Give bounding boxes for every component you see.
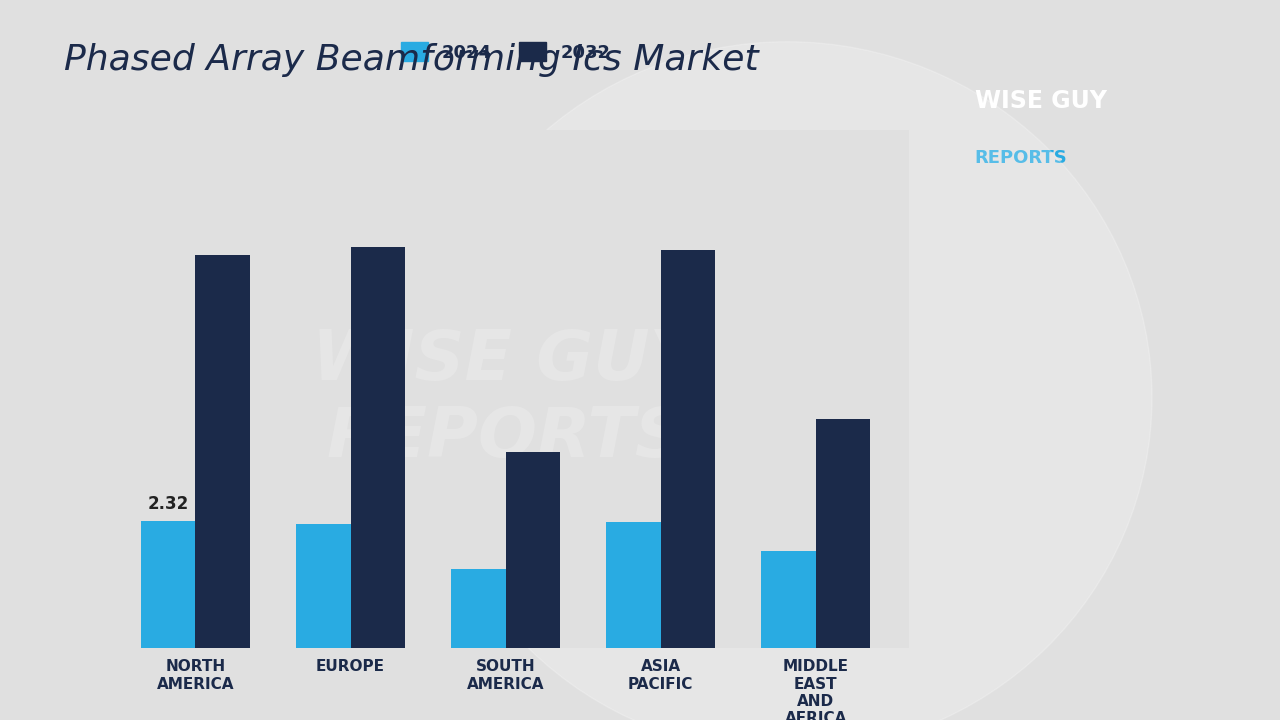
Bar bbox=[452, 569, 506, 648]
Bar bbox=[660, 250, 716, 648]
Circle shape bbox=[422, 42, 1152, 720]
Text: REPORTS: REPORTS bbox=[975, 149, 1068, 167]
Text: WISE GUY: WISE GUY bbox=[975, 89, 1107, 113]
Bar bbox=[196, 255, 250, 648]
Text: WISE GUY
REPORTS: WISE GUY REPORTS bbox=[311, 327, 700, 472]
Legend: 2024, 2032: 2024, 2032 bbox=[393, 35, 618, 68]
Bar bbox=[815, 419, 870, 648]
Bar bbox=[141, 521, 196, 648]
Bar bbox=[351, 247, 404, 648]
Bar bbox=[762, 551, 815, 648]
Bar bbox=[506, 451, 559, 648]
Text: 2.32: 2.32 bbox=[147, 495, 189, 513]
Bar bbox=[296, 523, 351, 648]
Bar bbox=[607, 523, 660, 648]
Text: Phased Array Beamforming Ics Market: Phased Array Beamforming Ics Market bbox=[64, 43, 759, 77]
